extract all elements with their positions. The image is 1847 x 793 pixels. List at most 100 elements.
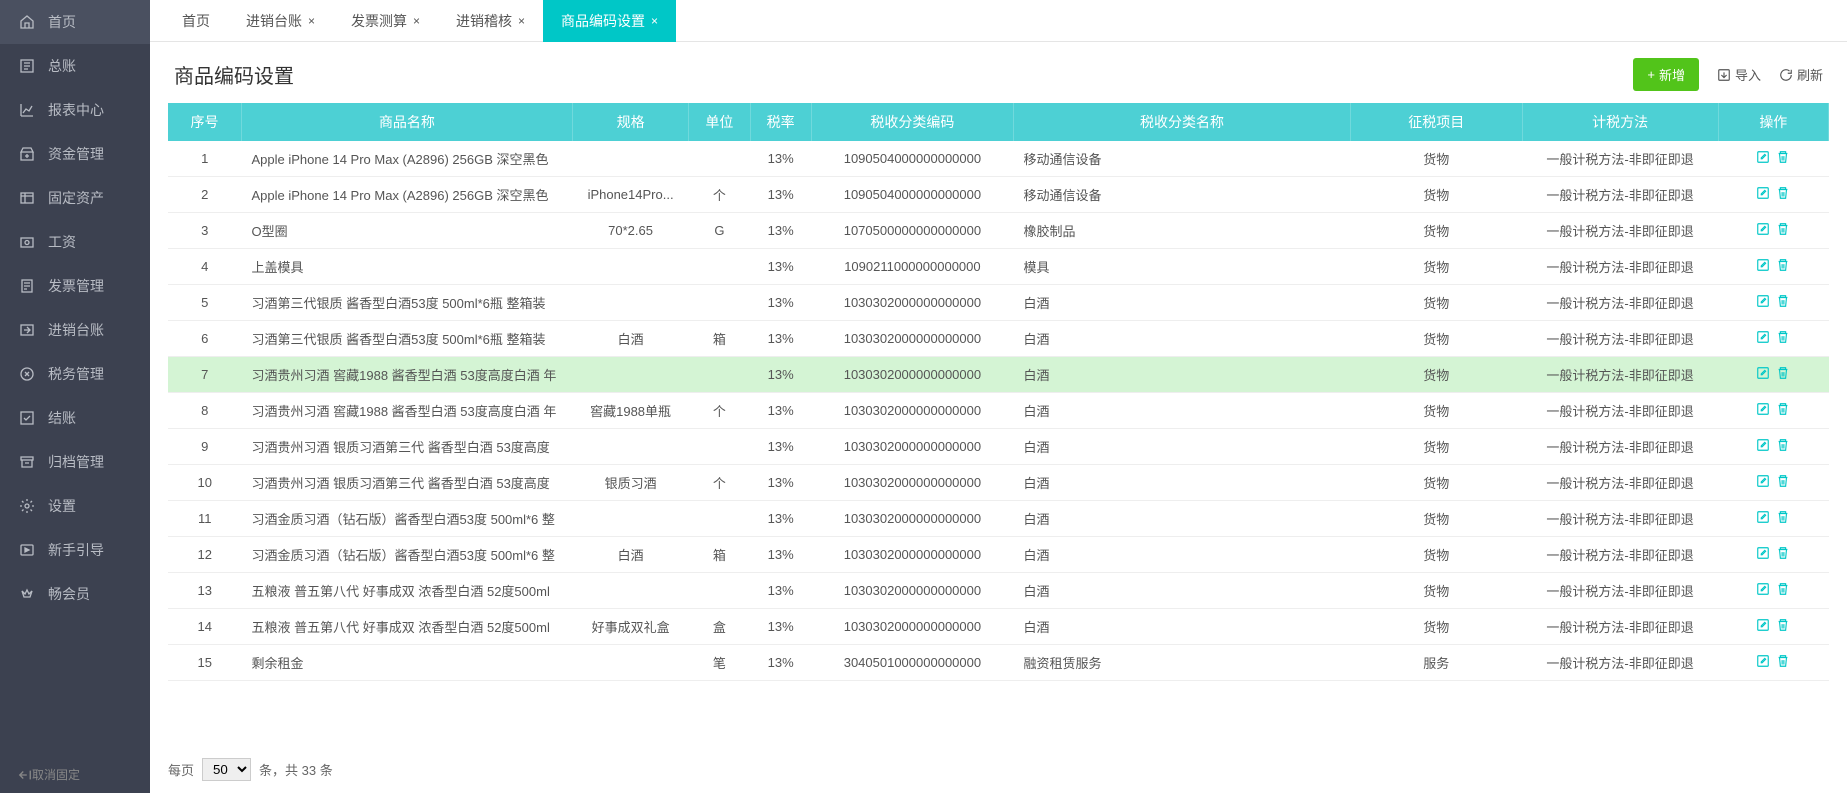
sidebar-item-archive[interactable]: 归档管理	[0, 440, 150, 484]
edit-icon[interactable]	[1756, 366, 1770, 380]
cell-catname: 白酒	[1014, 357, 1351, 393]
edit-icon[interactable]	[1756, 294, 1770, 308]
home-icon	[18, 13, 36, 31]
edit-icon[interactable]	[1756, 222, 1770, 236]
edit-icon[interactable]	[1756, 330, 1770, 344]
edit-icon[interactable]	[1756, 150, 1770, 164]
cell-spec	[572, 573, 688, 609]
sidebar-item-inout[interactable]: 进销台账	[0, 308, 150, 352]
sidebar-item-vip[interactable]: 畅会员	[0, 572, 150, 616]
add-button[interactable]: + 新增	[1633, 58, 1699, 91]
tax-icon	[18, 365, 36, 383]
delete-icon[interactable]	[1776, 366, 1790, 380]
main-area: 首页进销台账×发票测算×进销稽核×商品编码设置 × 商品编码设置 + 新增 导入	[150, 0, 1847, 793]
cell-item: 货物	[1351, 537, 1523, 573]
cell-code: 1070500000000000000	[811, 213, 1013, 249]
cell-name: Apple iPhone 14 Pro Max (A2896) 256GB 深空…	[242, 177, 573, 213]
cell-method: 一般计税方法-非即征即退	[1522, 285, 1718, 321]
sidebar-item-close-acc[interactable]: 结账	[0, 396, 150, 440]
tab[interactable]: 进销台账×	[228, 0, 333, 42]
sidebar-item-tax[interactable]: 税务管理	[0, 352, 150, 396]
tab[interactable]: 进销稽核×	[438, 0, 543, 42]
close-icon[interactable]: ×	[413, 14, 420, 28]
close-icon[interactable]: ×	[518, 14, 525, 28]
tab[interactable]: 商品编码设置 ×	[543, 0, 676, 42]
cell-catname: 白酒	[1014, 429, 1351, 465]
cell-method: 一般计税方法-非即征即退	[1522, 609, 1718, 645]
cell-ops	[1718, 249, 1828, 285]
sidebar-item-money[interactable]: 资金管理	[0, 132, 150, 176]
edit-icon[interactable]	[1756, 402, 1770, 416]
delete-icon[interactable]	[1776, 474, 1790, 488]
close-icon[interactable]: ×	[651, 14, 658, 28]
delete-icon[interactable]	[1776, 330, 1790, 344]
cell-seq: 5	[168, 285, 242, 321]
guide-icon	[18, 541, 36, 559]
table-row: 8习酒贵州习酒 窖藏1988 酱香型白酒 53度高度白酒 年窖藏1988单瓶个1…	[168, 393, 1829, 429]
table-row: 5习酒第三代银质 酱香型白酒53度 500ml*6瓶 整箱装13%1030302…	[168, 285, 1829, 321]
edit-icon[interactable]	[1756, 510, 1770, 524]
tab-label: 首页	[182, 11, 210, 31]
asset-icon	[18, 189, 36, 207]
sidebar-item-chart[interactable]: 报表中心	[0, 88, 150, 132]
delete-icon[interactable]	[1776, 294, 1790, 308]
edit-icon[interactable]	[1756, 582, 1770, 596]
cell-item: 货物	[1351, 321, 1523, 357]
cell-spec: 银质习酒	[572, 465, 688, 501]
close-icon[interactable]: ×	[308, 14, 315, 28]
page-size-select[interactable]: 50	[202, 758, 251, 781]
cell-item: 货物	[1351, 249, 1523, 285]
cell-name: 习酒贵州习酒 窖藏1988 酱香型白酒 53度高度白酒 年	[242, 357, 573, 393]
sidebar-item-gear[interactable]: 设置	[0, 484, 150, 528]
sidebar-item-home[interactable]: 首页	[0, 0, 150, 44]
sidebar-item-asset[interactable]: 固定资产	[0, 176, 150, 220]
sidebar-item-salary[interactable]: 工资	[0, 220, 150, 264]
edit-icon[interactable]	[1756, 438, 1770, 452]
refresh-button[interactable]: 刷新	[1779, 65, 1823, 84]
table-row: 15剩余租金笔13%3040501000000000000融资租赁服务服务一般计…	[168, 645, 1829, 681]
table-row: 4上盖模具13%1090211000000000000模具货物一般计税方法-非即…	[168, 249, 1829, 285]
invoice-icon	[18, 277, 36, 295]
cell-seq: 14	[168, 609, 242, 645]
edit-icon[interactable]	[1756, 474, 1770, 488]
delete-icon[interactable]	[1776, 222, 1790, 236]
delete-icon[interactable]	[1776, 402, 1790, 416]
cell-code: 1030302000000000000	[811, 537, 1013, 573]
edit-icon[interactable]	[1756, 654, 1770, 668]
edit-icon[interactable]	[1756, 546, 1770, 560]
edit-icon[interactable]	[1756, 258, 1770, 272]
cell-ops	[1718, 501, 1828, 537]
cell-method: 一般计税方法-非即征即退	[1522, 501, 1718, 537]
edit-icon[interactable]	[1756, 618, 1770, 632]
delete-icon[interactable]	[1776, 150, 1790, 164]
delete-icon[interactable]	[1776, 510, 1790, 524]
sidebar-item-ledger[interactable]: 总账	[0, 44, 150, 88]
tab-bar: 首页进销台账×发票测算×进销稽核× 商品编码设置 ×	[150, 0, 1847, 42]
edit-icon[interactable]	[1756, 186, 1770, 200]
cell-rate: 13%	[750, 393, 811, 429]
delete-icon[interactable]	[1776, 582, 1790, 596]
sidebar-item-label: 归档管理	[48, 452, 104, 472]
tab[interactable]: 首页	[164, 0, 228, 42]
column-header: 单位	[689, 103, 750, 141]
salary-icon	[18, 233, 36, 251]
delete-icon[interactable]	[1776, 438, 1790, 452]
sidebar-unpin[interactable]: 取消固定	[0, 756, 150, 793]
delete-icon[interactable]	[1776, 618, 1790, 632]
cell-item: 货物	[1351, 465, 1523, 501]
tab-label: 商品编码设置	[561, 11, 645, 31]
delete-icon[interactable]	[1776, 654, 1790, 668]
delete-icon[interactable]	[1776, 546, 1790, 560]
delete-icon[interactable]	[1776, 258, 1790, 272]
tab[interactable]: 发票测算×	[333, 0, 438, 42]
cell-unit: 盒	[689, 609, 750, 645]
cell-catname: 白酒	[1014, 501, 1351, 537]
sidebar-item-guide[interactable]: 新手引导	[0, 528, 150, 572]
unpin-icon	[18, 768, 32, 782]
sidebar-item-label: 固定资产	[48, 188, 104, 208]
sidebar-item-invoice[interactable]: 发票管理	[0, 264, 150, 308]
import-button[interactable]: 导入	[1717, 65, 1761, 84]
table-row: 1Apple iPhone 14 Pro Max (A2896) 256GB 深…	[168, 141, 1829, 177]
delete-icon[interactable]	[1776, 186, 1790, 200]
cell-spec: 窖藏1988单瓶	[572, 393, 688, 429]
